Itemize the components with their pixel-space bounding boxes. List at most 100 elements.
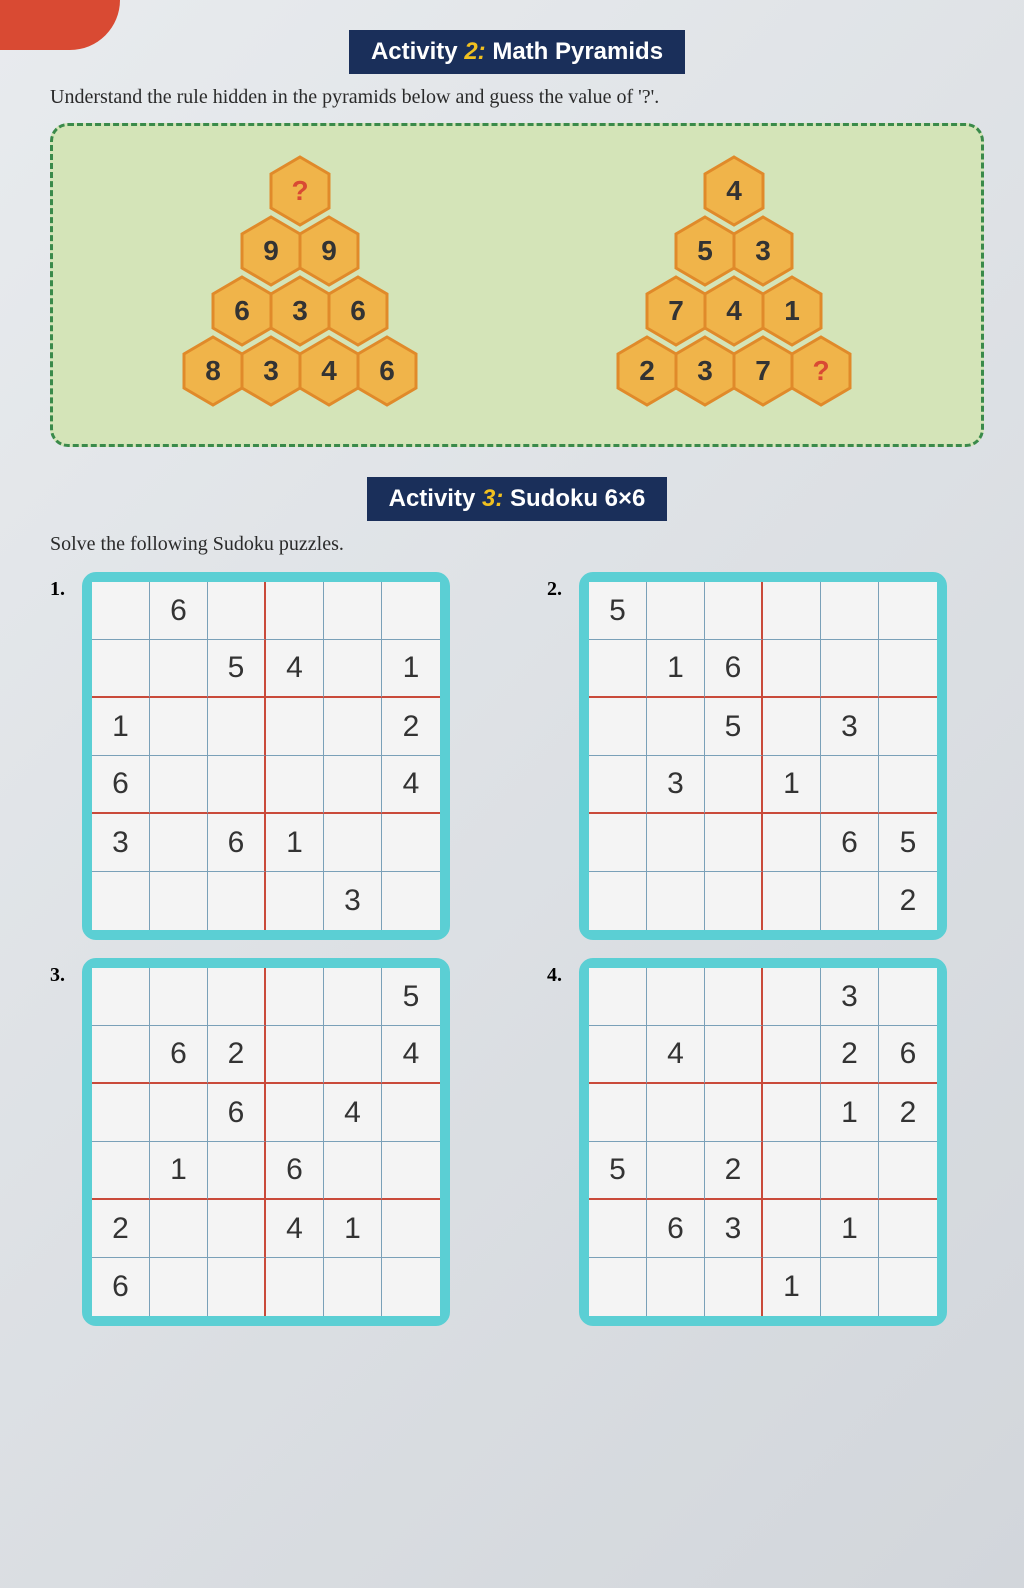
sudoku-cell [324,640,382,698]
sudoku-cell [589,640,647,698]
hex-label: 3 [263,355,279,387]
sudoku-cell [879,968,937,1026]
sudoku-cell: 1 [324,1200,382,1258]
sudoku-cell [647,1258,705,1316]
sudoku-board: 654112643613 [82,572,450,940]
hex-label: 1 [784,295,800,327]
sudoku-cell: 6 [150,1026,208,1084]
sudoku-cell [208,872,266,930]
sudoku-cell [208,968,266,1026]
sudoku-cell: 1 [647,640,705,698]
sudoku-cell [266,1026,324,1084]
sudoku-cell: 3 [324,872,382,930]
sudoku-cell: 4 [324,1084,382,1142]
sudoku-cell [763,1200,821,1258]
sudoku-item-2: 2.5165331652 [547,572,984,940]
sudoku-cell: 1 [763,1258,821,1316]
pyramid-box: ?996368346453741237? [50,123,984,447]
sudoku-cell [589,1026,647,1084]
hex-label: 3 [755,235,771,267]
sudoku-cell [763,582,821,640]
sudoku-cell: 4 [647,1026,705,1084]
sudoku-cell [324,698,382,756]
sudoku-cell [705,872,763,930]
sudoku-wrap: 1.6541126436132.51653316523.562464162416… [50,572,984,1326]
sudoku-cell: 2 [705,1142,763,1200]
sudoku-cell [208,582,266,640]
sudoku-cell [821,872,879,930]
sudoku-cell: 4 [382,1026,440,1084]
sudoku-cell: 1 [821,1084,879,1142]
sudoku-cell: 1 [821,1200,879,1258]
sudoku-cell [763,814,821,872]
sudoku-board: 342612526311 [579,958,947,1326]
activity3-header: Activity 3: Sudoku 6×6 [367,477,668,521]
sudoku-cell [324,814,382,872]
sudoku-cell [92,1026,150,1084]
sudoku-cell: 6 [208,814,266,872]
sudoku-cell [92,872,150,930]
sudoku-cell [150,640,208,698]
pyramid-row: 237? [618,334,850,408]
sudoku-board: 562464162416 [82,958,450,1326]
sudoku-cell [647,582,705,640]
sudoku-number-label: 1. [50,578,72,601]
sudoku-cell: 6 [208,1084,266,1142]
hex-label: 6 [350,295,366,327]
sudoku-cell [266,756,324,814]
sudoku-cell [324,968,382,1026]
hex-label: 6 [234,295,250,327]
sudoku-cell: 2 [879,1084,937,1142]
sudoku-cell [589,1200,647,1258]
sudoku-cell: 2 [879,872,937,930]
activity3-num: 3: [482,485,503,512]
hex-cell: 4 [296,334,362,408]
sudoku-cell [266,1258,324,1316]
hex-cell: 8 [180,334,246,408]
sudoku-cell [879,756,937,814]
sudoku-cell [266,582,324,640]
sudoku-cell [821,756,879,814]
sudoku-cell [589,698,647,756]
sudoku-cell [821,1142,879,1200]
sudoku-cell [382,582,440,640]
sudoku-cell: 4 [266,640,324,698]
hex-label-question: ? [812,355,829,387]
hex-label: 6 [379,355,395,387]
sudoku-cell [589,968,647,1026]
sudoku-cell [324,582,382,640]
hex-label: 3 [292,295,308,327]
sudoku-cell: 3 [647,756,705,814]
pyramid-row: 8346 [184,334,416,408]
pyramid-2: 453741237? [618,154,850,408]
activity2-num: 2: [464,38,485,65]
sudoku-cell [150,814,208,872]
sudoku-cell [92,582,150,640]
sudoku-cell [266,698,324,756]
sudoku-cell [150,698,208,756]
sudoku-cell: 2 [382,698,440,756]
sudoku-cell [324,756,382,814]
sudoku-cell: 5 [589,1142,647,1200]
sudoku-cell [763,1142,821,1200]
sudoku-item-4: 4. 342612526311 [547,958,984,1326]
sudoku-cell [647,968,705,1026]
sudoku-cell: 5 [879,814,937,872]
sudoku-cell [647,1084,705,1142]
activity2-prefix: Activity [371,38,458,65]
sudoku-cell: 1 [92,698,150,756]
sudoku-cell: 6 [92,1258,150,1316]
sudoku-cell [589,1084,647,1142]
sudoku-cell: 1 [382,640,440,698]
sudoku-number-label: 4. [547,964,569,987]
sudoku-cell [208,1142,266,1200]
hex-label-question: ? [291,175,308,207]
sudoku-cell [150,1200,208,1258]
sudoku-cell: 1 [150,1142,208,1200]
sudoku-cell: 2 [821,1026,879,1084]
sudoku-cell [879,582,937,640]
sudoku-cell: 6 [705,640,763,698]
activity3-prefix: Activity [389,485,476,512]
hex-cell: ? [788,334,854,408]
sudoku-cell [208,756,266,814]
